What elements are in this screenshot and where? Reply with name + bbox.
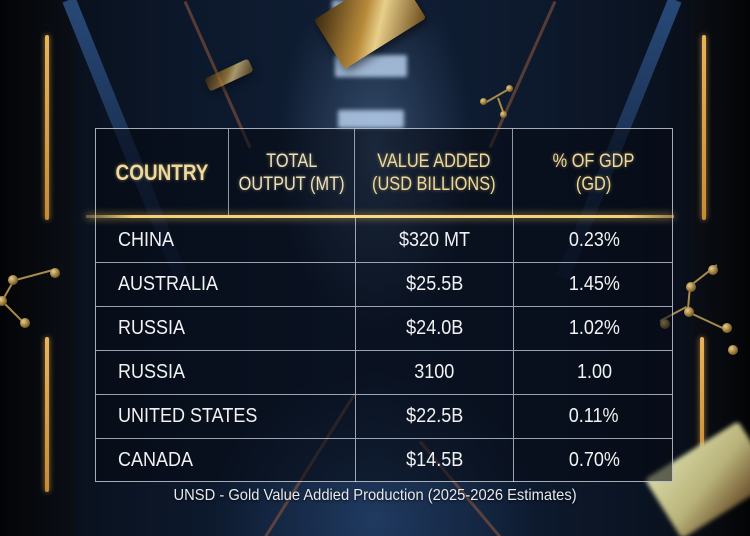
source-caption: UNSD - Gold Value Addied Production (202…: [173, 487, 577, 504]
floating-gold-bar-icon: [313, 0, 427, 70]
cell-gdp-share: 1.02%: [513, 307, 674, 350]
table-row: UNITED STATES $22.5B 0.11%: [96, 394, 672, 438]
gold-production-table: COUNTRY TOTAL OUTPUT (MT) VALUE ADDED (U…: [86, 128, 674, 482]
header-gdp-share: % OF GDP (GD): [552, 150, 635, 195]
cell-gdp-share: 0.11%: [513, 395, 674, 438]
gold-header-divider: [86, 215, 674, 218]
ceiling-light: [338, 110, 404, 128]
molecule-icon: [0, 268, 70, 340]
cell-country: RUSSIA: [118, 361, 186, 383]
table-row: AUSTRALIA $25.5B 1.45%: [96, 262, 672, 306]
cell-value-added: $22.5B: [355, 395, 513, 438]
left-wall: [0, 0, 75, 536]
cell-country: AUSTRALIA: [118, 273, 219, 295]
cell-value-added: $320 MT: [355, 218, 513, 262]
header-country: COUNTRY: [96, 129, 229, 216]
cell-country: CHINA: [118, 228, 175, 251]
left-pillar-light-bottom: [45, 337, 49, 492]
cell-gdp-share: 1.00: [513, 351, 674, 394]
table-row: RUSSIA $24.0B 1.02%: [96, 306, 672, 350]
cell-value-added: $25.5B: [355, 263, 513, 306]
cell-country: CANADA: [118, 449, 194, 471]
table-row: RUSSIA 3100 1.00: [96, 350, 672, 394]
cell-country: RUSSIA: [118, 317, 186, 339]
cell-gdp-share: 1.45%: [513, 263, 674, 306]
cell-gdp-share: 0.70%: [513, 439, 674, 482]
left-pillar-light-top: [45, 35, 49, 220]
diagonal-beam: [183, 0, 252, 149]
right-wall: [690, 0, 750, 536]
ceiling-light: [335, 55, 407, 77]
header-value-added: VALUE ADDED (USD BILLIONS): [355, 129, 513, 216]
right-pillar-light-top: [702, 35, 706, 220]
cell-gdp-share: 0.23%: [513, 218, 674, 262]
table-row: CANADA $14.5B 0.70%: [96, 438, 672, 482]
molecule-icon: [478, 83, 528, 123]
floating-gold-bar-icon: [204, 58, 254, 92]
cell-value-added: 3100: [355, 351, 513, 394]
cell-value-added: $24.0B: [355, 307, 513, 350]
table-body: CHINA $320 MT 0.23% AUSTRALIA $25.5B 1.4…: [96, 218, 672, 482]
table-row: CHINA $320 MT 0.23%: [96, 218, 672, 262]
cell-country: UNITED STATES: [118, 405, 258, 427]
table-header: COUNTRY TOTAL OUTPUT (MT) VALUE ADDED (U…: [96, 129, 672, 216]
cell-value-added: $14.5B: [355, 439, 513, 482]
right-pillar-light-bottom: [700, 337, 704, 467]
header-total-output: TOTAL OUTPUT (MT): [229, 129, 355, 216]
diagonal-beam: [488, 0, 557, 149]
ceiling-light: [332, 0, 372, 18]
